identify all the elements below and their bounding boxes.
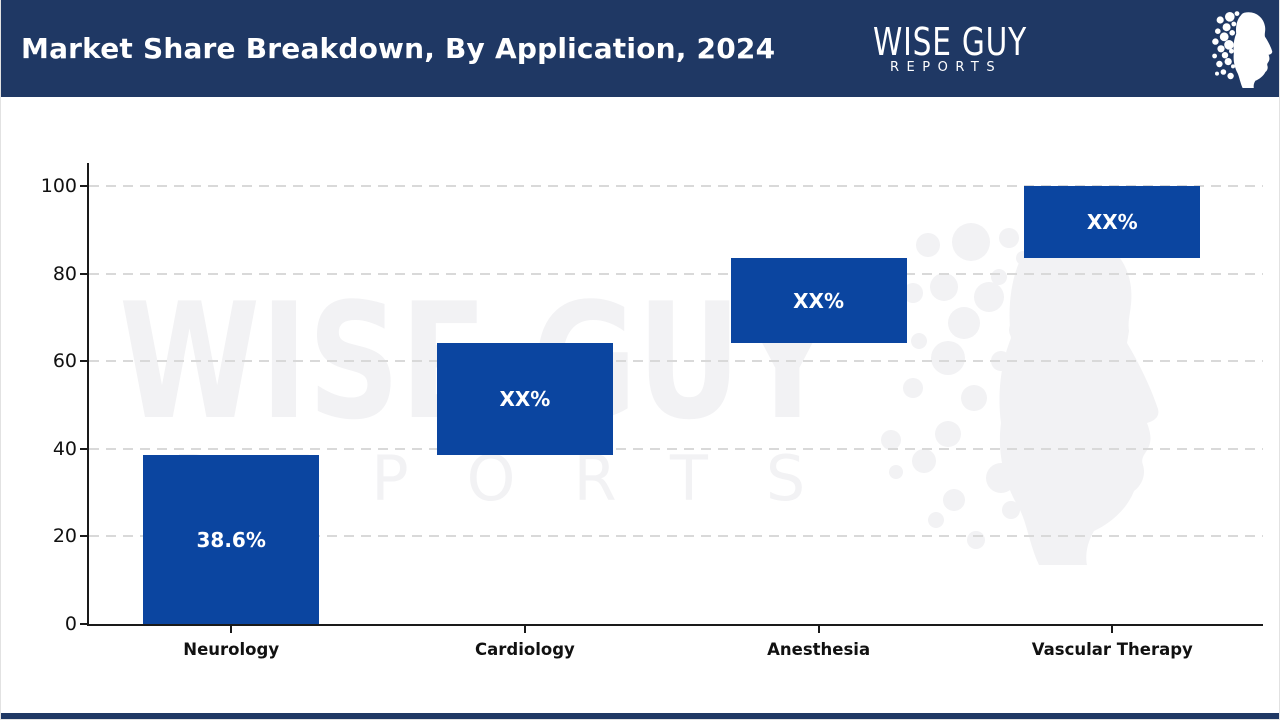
category-label: Cardiology — [475, 640, 575, 659]
y-axis-tick — [80, 447, 87, 450]
bar-value-label: XX% — [793, 288, 845, 313]
x-axis-tick — [817, 626, 820, 633]
y-axis-line — [87, 163, 89, 626]
y-axis-tick — [80, 360, 87, 363]
y-axis-tick — [80, 272, 87, 275]
x-axis-line — [87, 624, 1263, 626]
bar: XX% — [436, 343, 613, 456]
x-axis-tick — [1111, 626, 1114, 633]
category-label: Anesthesia — [767, 640, 871, 659]
y-tick-label: 40 — [52, 437, 77, 460]
page-title: Market Share Breakdown, By Application, … — [21, 32, 776, 65]
bar-value-label: XX% — [499, 387, 551, 412]
logo: WISE GUY REPORTS — [873, 0, 1273, 97]
gridline — [89, 185, 1263, 188]
bar-value-label: XX% — [1086, 210, 1138, 235]
footer-bar — [1, 713, 1279, 719]
category-label: Neurology — [183, 640, 280, 659]
y-tick-label: 80 — [52, 262, 77, 285]
gridline — [89, 535, 1263, 538]
y-tick-label: 100 — [40, 175, 77, 198]
bar-value-label: 38.6% — [196, 527, 266, 552]
category-label: Vascular Therapy — [1031, 640, 1193, 659]
bar: XX% — [730, 258, 907, 344]
bar: XX% — [1024, 186, 1201, 259]
logo-head-icon — [1212, 11, 1273, 89]
y-axis-tick — [80, 535, 87, 538]
y-axis-tick — [80, 185, 87, 188]
logo-subtext: REPORTS — [890, 60, 1003, 75]
y-tick-label: 0 — [64, 613, 77, 635]
gridline — [89, 447, 1263, 450]
header: Market Share Breakdown, By Application, … — [1, 0, 1279, 97]
gridline — [89, 360, 1263, 363]
logo-wordmark: WISE GUY — [873, 20, 1028, 64]
x-axis-tick — [230, 626, 233, 633]
y-tick-label: 20 — [52, 525, 77, 548]
y-tick-label: 60 — [52, 350, 77, 373]
x-axis-tick — [523, 626, 526, 633]
gridline — [89, 272, 1263, 275]
watermark-head-icon — [881, 223, 1159, 565]
y-axis-tick — [80, 623, 87, 625]
bar: 38.6% — [143, 455, 320, 624]
